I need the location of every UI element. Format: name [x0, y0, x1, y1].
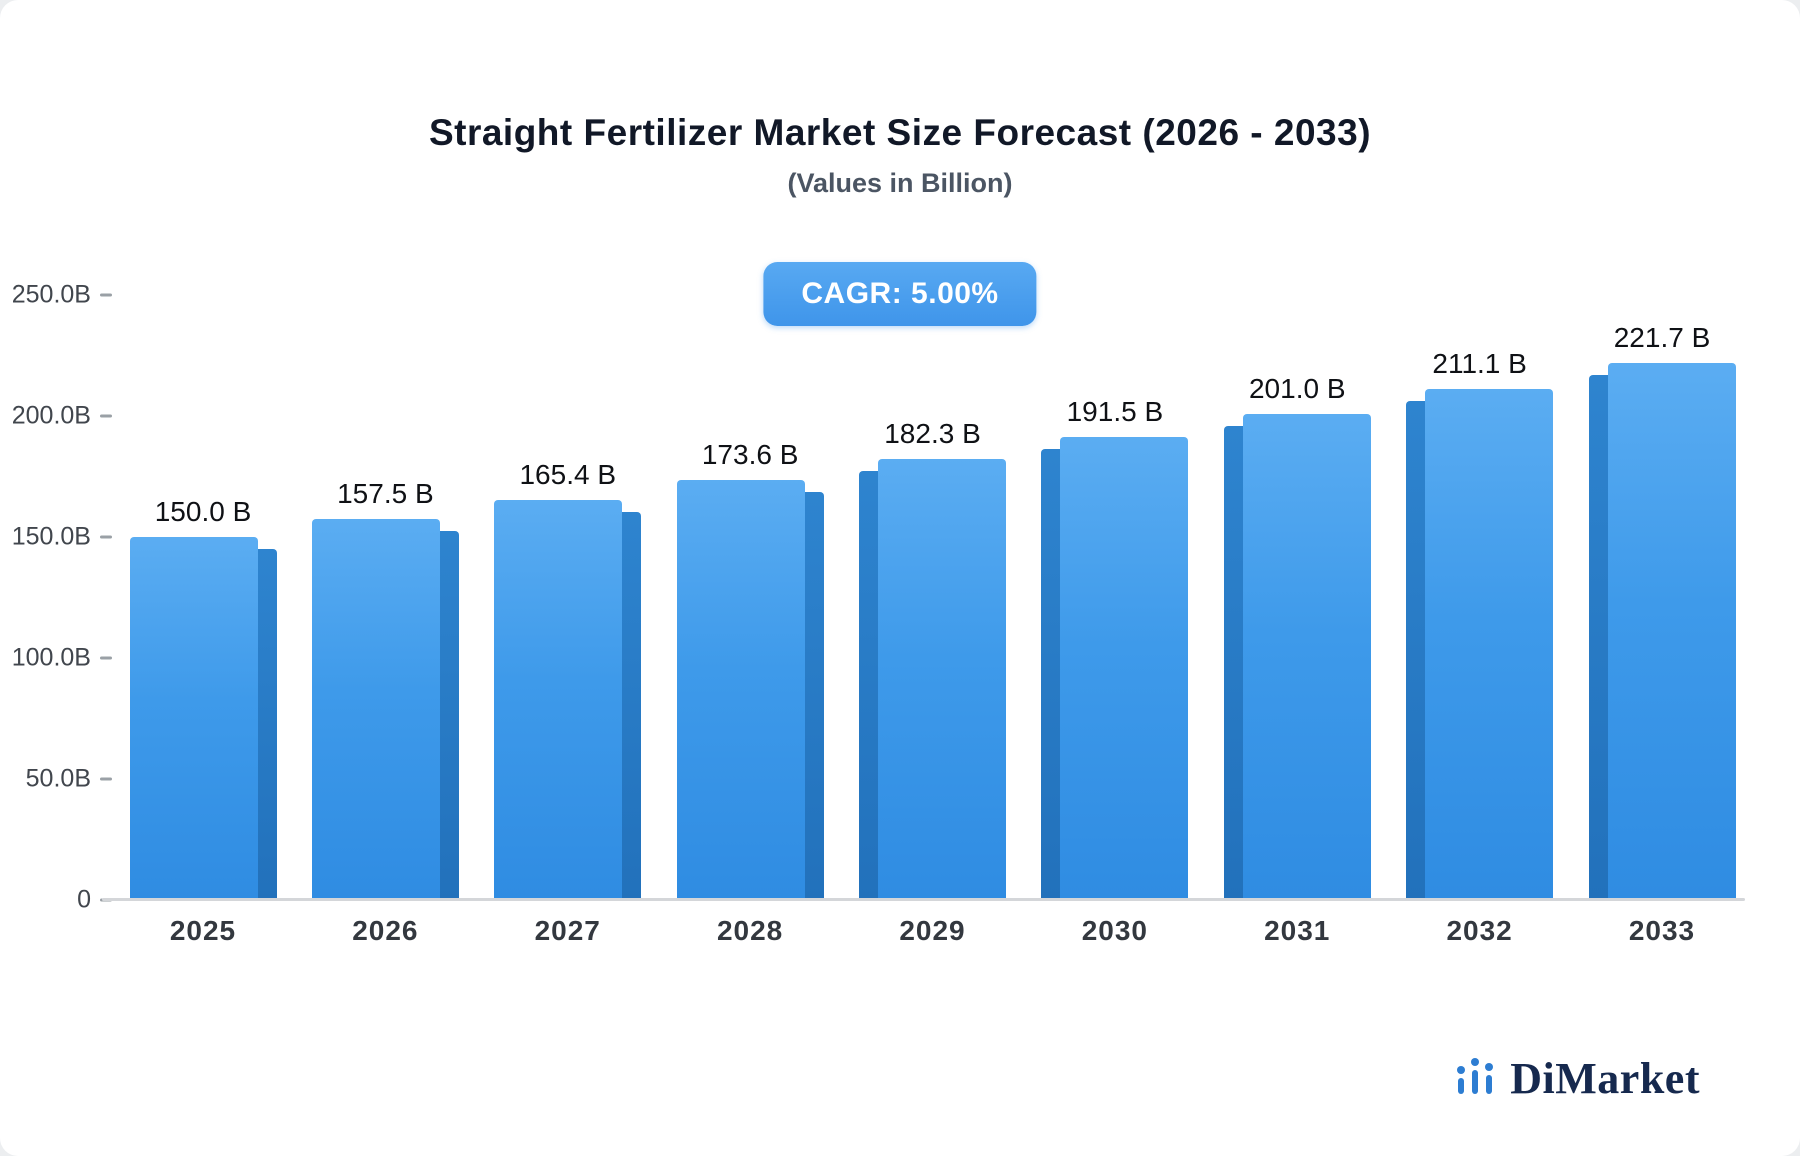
bar [1588, 363, 1736, 900]
bar-face [311, 519, 440, 900]
bar-value-label: 157.5 B [337, 478, 434, 509]
y-tick-label: 50.0B [25, 764, 91, 793]
y-tick-mark [100, 293, 112, 297]
y-tick-label: 250.0B [11, 280, 91, 309]
x-axis-label: 2032 [1446, 915, 1513, 946]
bar-face [1425, 389, 1554, 900]
bar-side-shadow [859, 471, 878, 900]
bar-value-label: 173.6 B [701, 439, 799, 470]
x-axis-label: 2027 [534, 915, 601, 946]
bar-face [1607, 363, 1736, 900]
y-tick: 50.0B [26, 765, 118, 794]
bar [1223, 414, 1371, 900]
bar-value-label: 191.5 B [1066, 396, 1164, 427]
y-tick: 250.0B [12, 281, 118, 310]
bar-group: 157.5 B [310, 478, 460, 900]
y-tick: 100.0B [12, 644, 118, 673]
y-tick-mark [100, 777, 112, 781]
bar-value-label: 182.3 B [884, 418, 981, 449]
bar-value-label: 150.0 B [154, 496, 252, 527]
bar-group: 165.4 B [493, 459, 643, 900]
y-tick-label: 200.0B [11, 401, 91, 430]
bar-side-shadow [1406, 401, 1426, 900]
bar-face [1060, 437, 1189, 900]
chart-title: Straight Fertilizer Market Size Forecast… [428, 112, 1372, 153]
bar-value-label: 165.4 B [519, 459, 617, 490]
bar-face [129, 537, 258, 900]
bar-side-shadow [1223, 426, 1243, 900]
x-axis-label: 2029 [899, 915, 966, 946]
bar [859, 459, 1006, 900]
x-axis-label: 2026 [352, 915, 419, 946]
bar-group: 182.3 B [858, 418, 1008, 900]
y-tick: 150.0B [12, 523, 118, 552]
bar-face [676, 480, 805, 900]
y-tick: 200.0B [12, 402, 118, 431]
y-tick-mark [100, 535, 112, 539]
cagr-badge: CAGR: 5.00% [763, 262, 1037, 326]
bar-side-shadow [257, 549, 277, 900]
bar-value-label: 211.1 B [1432, 348, 1527, 379]
bar-side-shadow [1041, 449, 1061, 900]
bar-side-shadow [439, 531, 459, 900]
bar-value-label: 201.0 B [1248, 373, 1346, 404]
bar-value-label: 221.7 B [1613, 322, 1711, 353]
x-axis-labels: 2025 2026 2027 2028 2029 2030 2031 2032 2033 [120, 915, 1745, 947]
y-tick-label: 0 [77, 885, 91, 914]
bar-face [494, 500, 623, 900]
bar-group: 201.0 B [1222, 373, 1372, 900]
y-tick-mark [100, 656, 112, 660]
bar-group: 221.7 B [1587, 322, 1737, 900]
bar-face [1242, 414, 1371, 900]
x-axis-label: 2028 [716, 915, 784, 946]
bar-group: 150.0 B [128, 496, 278, 900]
brand-logo: DiMarket [1452, 1053, 1700, 1104]
bar-group: 173.6 B [675, 439, 825, 900]
bar [1041, 437, 1189, 900]
y-tick-label: 150.0B [11, 522, 91, 551]
bars: 150.0 B 157.5 B 165.4 B 173.6 B 182.3 B 191.5… [120, 295, 1745, 900]
plot-area: 150.0 B 157.5 B 165.4 B 173.6 B 182.3 B 191.5… [102, 295, 1745, 901]
bar-side-shadow [622, 512, 642, 900]
brand-name: DiMarket [1510, 1054, 1700, 1103]
chart-subtitle: (Values in Billion) [787, 168, 1013, 198]
bar-side-shadow [804, 492, 824, 900]
bar-face [878, 459, 1006, 900]
x-axis-label: 2025 [169, 915, 237, 946]
bar [494, 500, 642, 900]
bar-side-shadow [1588, 375, 1608, 900]
bar [311, 519, 459, 900]
bar [1406, 389, 1554, 900]
x-axis-label: 2031 [1264, 915, 1331, 946]
x-axis-label: 2030 [1081, 915, 1149, 946]
y-axis: 250.0B 200.0B 150.0B 100.0B 50.0B 0 [0, 281, 118, 914]
bar [129, 537, 277, 900]
y-tick-label: 100.0B [11, 643, 91, 672]
x-axis-label: 2033 [1628, 915, 1696, 946]
y-tick-mark [100, 414, 112, 418]
bar-chart-icon [1452, 1053, 1498, 1104]
bar-group: 211.1 B [1405, 348, 1555, 900]
x-axis-line [102, 898, 1745, 901]
bar-group: 191.5 B [1040, 396, 1190, 900]
bar [676, 480, 824, 900]
